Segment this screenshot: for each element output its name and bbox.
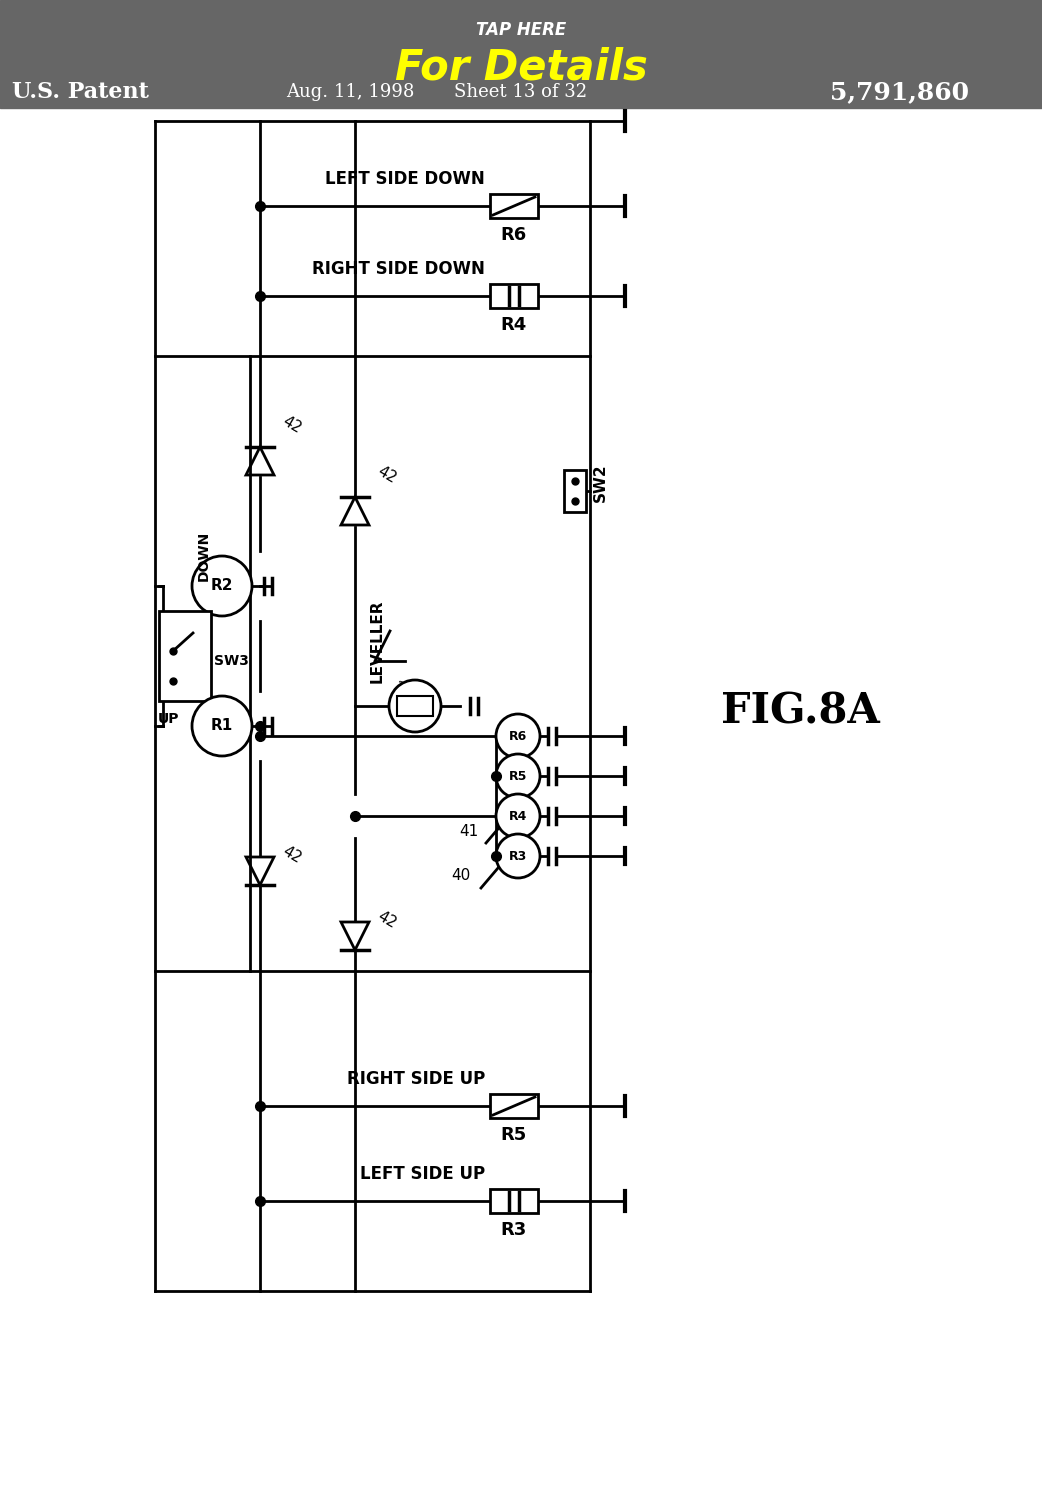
Circle shape xyxy=(192,697,252,756)
Circle shape xyxy=(496,715,540,759)
Text: R1: R1 xyxy=(210,719,233,733)
Bar xyxy=(490,1189,538,1213)
Text: R5: R5 xyxy=(501,1126,527,1144)
Text: R6: R6 xyxy=(501,227,527,243)
Text: 40: 40 xyxy=(452,869,471,884)
Text: R6: R6 xyxy=(508,730,527,742)
Text: LEVELLER: LEVELLER xyxy=(370,600,384,683)
Text: R4: R4 xyxy=(501,316,527,334)
Text: Sheet 13 of 32: Sheet 13 of 32 xyxy=(454,83,588,101)
Circle shape xyxy=(496,793,540,839)
Text: 42: 42 xyxy=(375,464,399,487)
Text: RIGHT SIDE UP: RIGHT SIDE UP xyxy=(347,1070,485,1088)
Text: R3: R3 xyxy=(508,849,527,863)
Text: DOWN: DOWN xyxy=(197,530,210,582)
Text: R3: R3 xyxy=(501,1221,527,1239)
Bar xyxy=(490,193,538,218)
Text: UP: UP xyxy=(158,712,179,725)
Text: SW3: SW3 xyxy=(214,654,249,668)
Text: FIG.8A: FIG.8A xyxy=(721,691,879,731)
Text: R5: R5 xyxy=(508,769,527,783)
Text: 42: 42 xyxy=(375,908,399,931)
Text: R2: R2 xyxy=(210,579,233,594)
Text: 42: 42 xyxy=(280,843,304,866)
Text: SW2: SW2 xyxy=(593,464,607,502)
Text: LEFT SIDE UP: LEFT SIDE UP xyxy=(359,1165,485,1183)
Circle shape xyxy=(496,754,540,798)
Text: LEFT SIDE DOWN: LEFT SIDE DOWN xyxy=(325,171,485,187)
Circle shape xyxy=(496,834,540,878)
Bar xyxy=(490,284,538,308)
Bar xyxy=(490,1094,538,1118)
Text: 25: 25 xyxy=(392,680,416,703)
Text: 5,791,860: 5,791,860 xyxy=(830,80,969,104)
Text: Aug. 11, 1998: Aug. 11, 1998 xyxy=(286,83,414,101)
Text: RIGHT SIDE DOWN: RIGHT SIDE DOWN xyxy=(313,260,485,278)
Text: R4: R4 xyxy=(508,810,527,822)
Bar xyxy=(0,0,1042,107)
Text: U.S. Patent: U.S. Patent xyxy=(11,82,148,103)
Circle shape xyxy=(389,680,441,731)
Bar xyxy=(159,610,210,701)
Text: 41: 41 xyxy=(460,823,479,839)
Text: 42: 42 xyxy=(280,414,304,437)
Circle shape xyxy=(192,556,252,616)
Text: For Details: For Details xyxy=(395,47,647,89)
Bar xyxy=(397,697,433,716)
Text: TAP HERE: TAP HERE xyxy=(476,21,566,39)
Bar xyxy=(564,470,586,512)
